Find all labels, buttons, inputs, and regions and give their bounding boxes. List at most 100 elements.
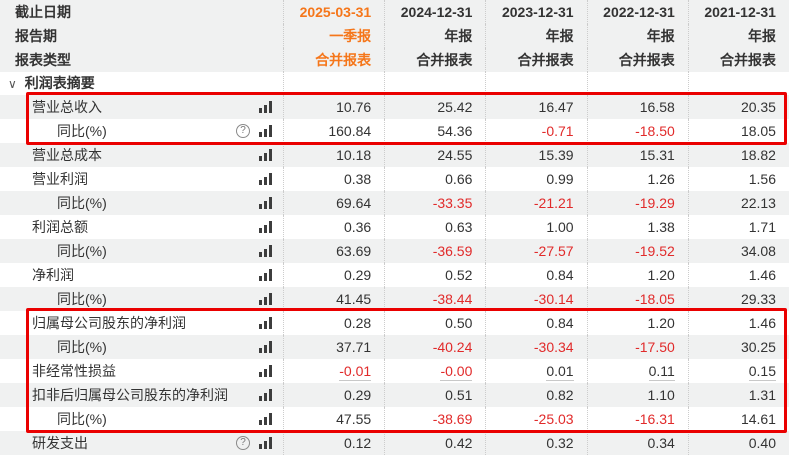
metric-value: -30.34 [533, 339, 574, 355]
metric-value[interactable]: 0.11 [648, 363, 675, 381]
bar-chart-icon[interactable] [259, 437, 272, 449]
value-cell: -38.44 [384, 287, 485, 311]
value-cell: 41.45 [283, 287, 384, 311]
metric-value: 16.47 [538, 99, 574, 115]
help-icon[interactable]: ? [236, 124, 250, 138]
metric-label-cell: 研发支出? [0, 431, 283, 455]
bar-chart-icon[interactable] [259, 365, 272, 377]
metric-value: -0.71 [541, 123, 574, 139]
value-cell: 1.38 [586, 215, 688, 239]
metric-value[interactable]: 0.15 [748, 363, 776, 381]
value-cell: -19.29 [586, 191, 688, 215]
bar-chart-icon[interactable] [259, 389, 272, 401]
value-cell: 0.32 [485, 431, 586, 455]
value-cell: 24.55 [384, 143, 485, 167]
metric-value: 0.12 [343, 435, 372, 451]
table-row: 同比(%) 41.45 -38.44 -30.14 -18.05 29.33 [0, 287, 789, 311]
metric-value: 14.61 [740, 411, 776, 427]
value-cell: 0.84 [485, 263, 586, 287]
bar-chart-icon[interactable] [259, 245, 272, 257]
metric-value[interactable]: 0.01 [546, 363, 574, 381]
period-header-cell: 年报 [687, 24, 789, 48]
metric-label: 扣非后归属母公司股东的净利润 [32, 387, 228, 403]
section-label-cell[interactable]: ∨ 利润表摘要 [0, 72, 283, 95]
metric-value: -16.31 [635, 411, 675, 427]
metric-label: 同比(%) [57, 195, 107, 211]
metric-value: -25.03 [533, 411, 574, 427]
metric-value[interactable]: -0.00 [440, 363, 473, 381]
value-cell: 1.46 [687, 263, 789, 287]
bar-chart-icon[interactable] [259, 149, 272, 161]
value-cell: 1.56 [687, 167, 789, 191]
header-row: 报告期 一季报 年报 年报 年报 年报 [0, 24, 789, 48]
metric-label-cell: 净利润 [0, 263, 283, 287]
value-cell: 37.71 [283, 335, 384, 359]
metric-value: 1.56 [748, 171, 776, 187]
value-cell: -21.21 [485, 191, 586, 215]
table-row: 非经常性损益 -0.01 -0.00 0.01 0.11 0.15 [0, 359, 789, 383]
metric-value: 15.31 [639, 147, 675, 163]
metric-value: -36.59 [432, 243, 473, 259]
value-cell: 1.00 [485, 215, 586, 239]
bar-chart-icon[interactable] [259, 413, 272, 425]
metric-value[interactable]: -0.01 [339, 363, 372, 381]
table-row: 同比(%) 69.64 -33.35 -21.21 -19.29 22.13 [0, 191, 789, 215]
metric-value: 160.84 [328, 123, 372, 139]
value-cell: -17.50 [586, 335, 688, 359]
metric-value: 1.20 [647, 267, 675, 283]
metric-value: 1.46 [748, 315, 776, 331]
metric-label: 营业利润 [32, 171, 88, 187]
bar-chart-icon[interactable] [259, 341, 272, 353]
help-icon[interactable]: ? [236, 436, 250, 450]
metric-label-cell: 同比(%) [0, 407, 283, 431]
value-cell: 0.52 [384, 263, 485, 287]
metric-value: 0.84 [546, 267, 574, 283]
value-cell: 0.51 [384, 383, 485, 407]
metric-icons [259, 293, 272, 305]
header-row-label: 截止日期 [0, 0, 283, 24]
metric-value: -27.57 [533, 243, 574, 259]
bar-chart-icon[interactable] [259, 269, 272, 281]
bar-chart-icon[interactable] [259, 173, 272, 185]
metric-icons [259, 101, 272, 113]
bar-chart-icon[interactable] [259, 317, 272, 329]
bar-chart-icon[interactable] [259, 197, 272, 209]
header-row-label: 报表类型 [0, 48, 283, 72]
metric-value: 10.18 [336, 147, 372, 163]
period-header-cell: 合并报表 [586, 48, 688, 72]
metric-icons [259, 221, 272, 233]
collapse-chevron-icon[interactable]: ∨ [8, 76, 17, 91]
metric-value: -33.35 [432, 195, 473, 211]
metric-value: 0.29 [343, 387, 372, 403]
value-cell: 1.26 [586, 167, 688, 191]
section-header-income-statement[interactable]: ∨ 利润表摘要 [0, 72, 789, 95]
metric-value: 0.38 [343, 171, 372, 187]
value-cell: 30.25 [687, 335, 789, 359]
metric-value: 22.13 [740, 195, 776, 211]
metric-label-cell: 扣非后归属母公司股东的净利润 [0, 383, 283, 407]
period-header-cell: 一季报 [283, 24, 384, 48]
metric-value: -19.52 [635, 243, 675, 259]
metric-label: 同比(%) [57, 291, 107, 307]
value-cell: 14.61 [687, 407, 789, 431]
value-cell: -36.59 [384, 239, 485, 263]
header-row-label-text: 报表类型 [15, 52, 71, 68]
metric-value: 1.26 [647, 171, 675, 187]
metric-icons [259, 173, 272, 185]
section-spacer-cell [485, 72, 586, 95]
value-cell: 0.40 [687, 431, 789, 455]
bar-chart-icon[interactable] [259, 125, 272, 137]
value-cell: 34.08 [687, 239, 789, 263]
bar-chart-icon[interactable] [259, 221, 272, 233]
bar-chart-icon[interactable] [259, 293, 272, 305]
period-header-cell: 合并报表 [687, 48, 789, 72]
value-cell: 0.84 [485, 311, 586, 335]
table-row: 研发支出? 0.12 0.42 0.32 0.34 0.40 [0, 431, 789, 455]
metric-value: 34.08 [740, 243, 776, 259]
period-header-cell: 2025-03-31 [283, 0, 384, 24]
metric-label: 归属母公司股东的净利润 [32, 315, 186, 331]
metric-value: -40.24 [432, 339, 473, 355]
metric-label: 非经常性损益 [32, 363, 116, 379]
bar-chart-icon[interactable] [259, 101, 272, 113]
metric-value: -18.50 [635, 123, 675, 139]
